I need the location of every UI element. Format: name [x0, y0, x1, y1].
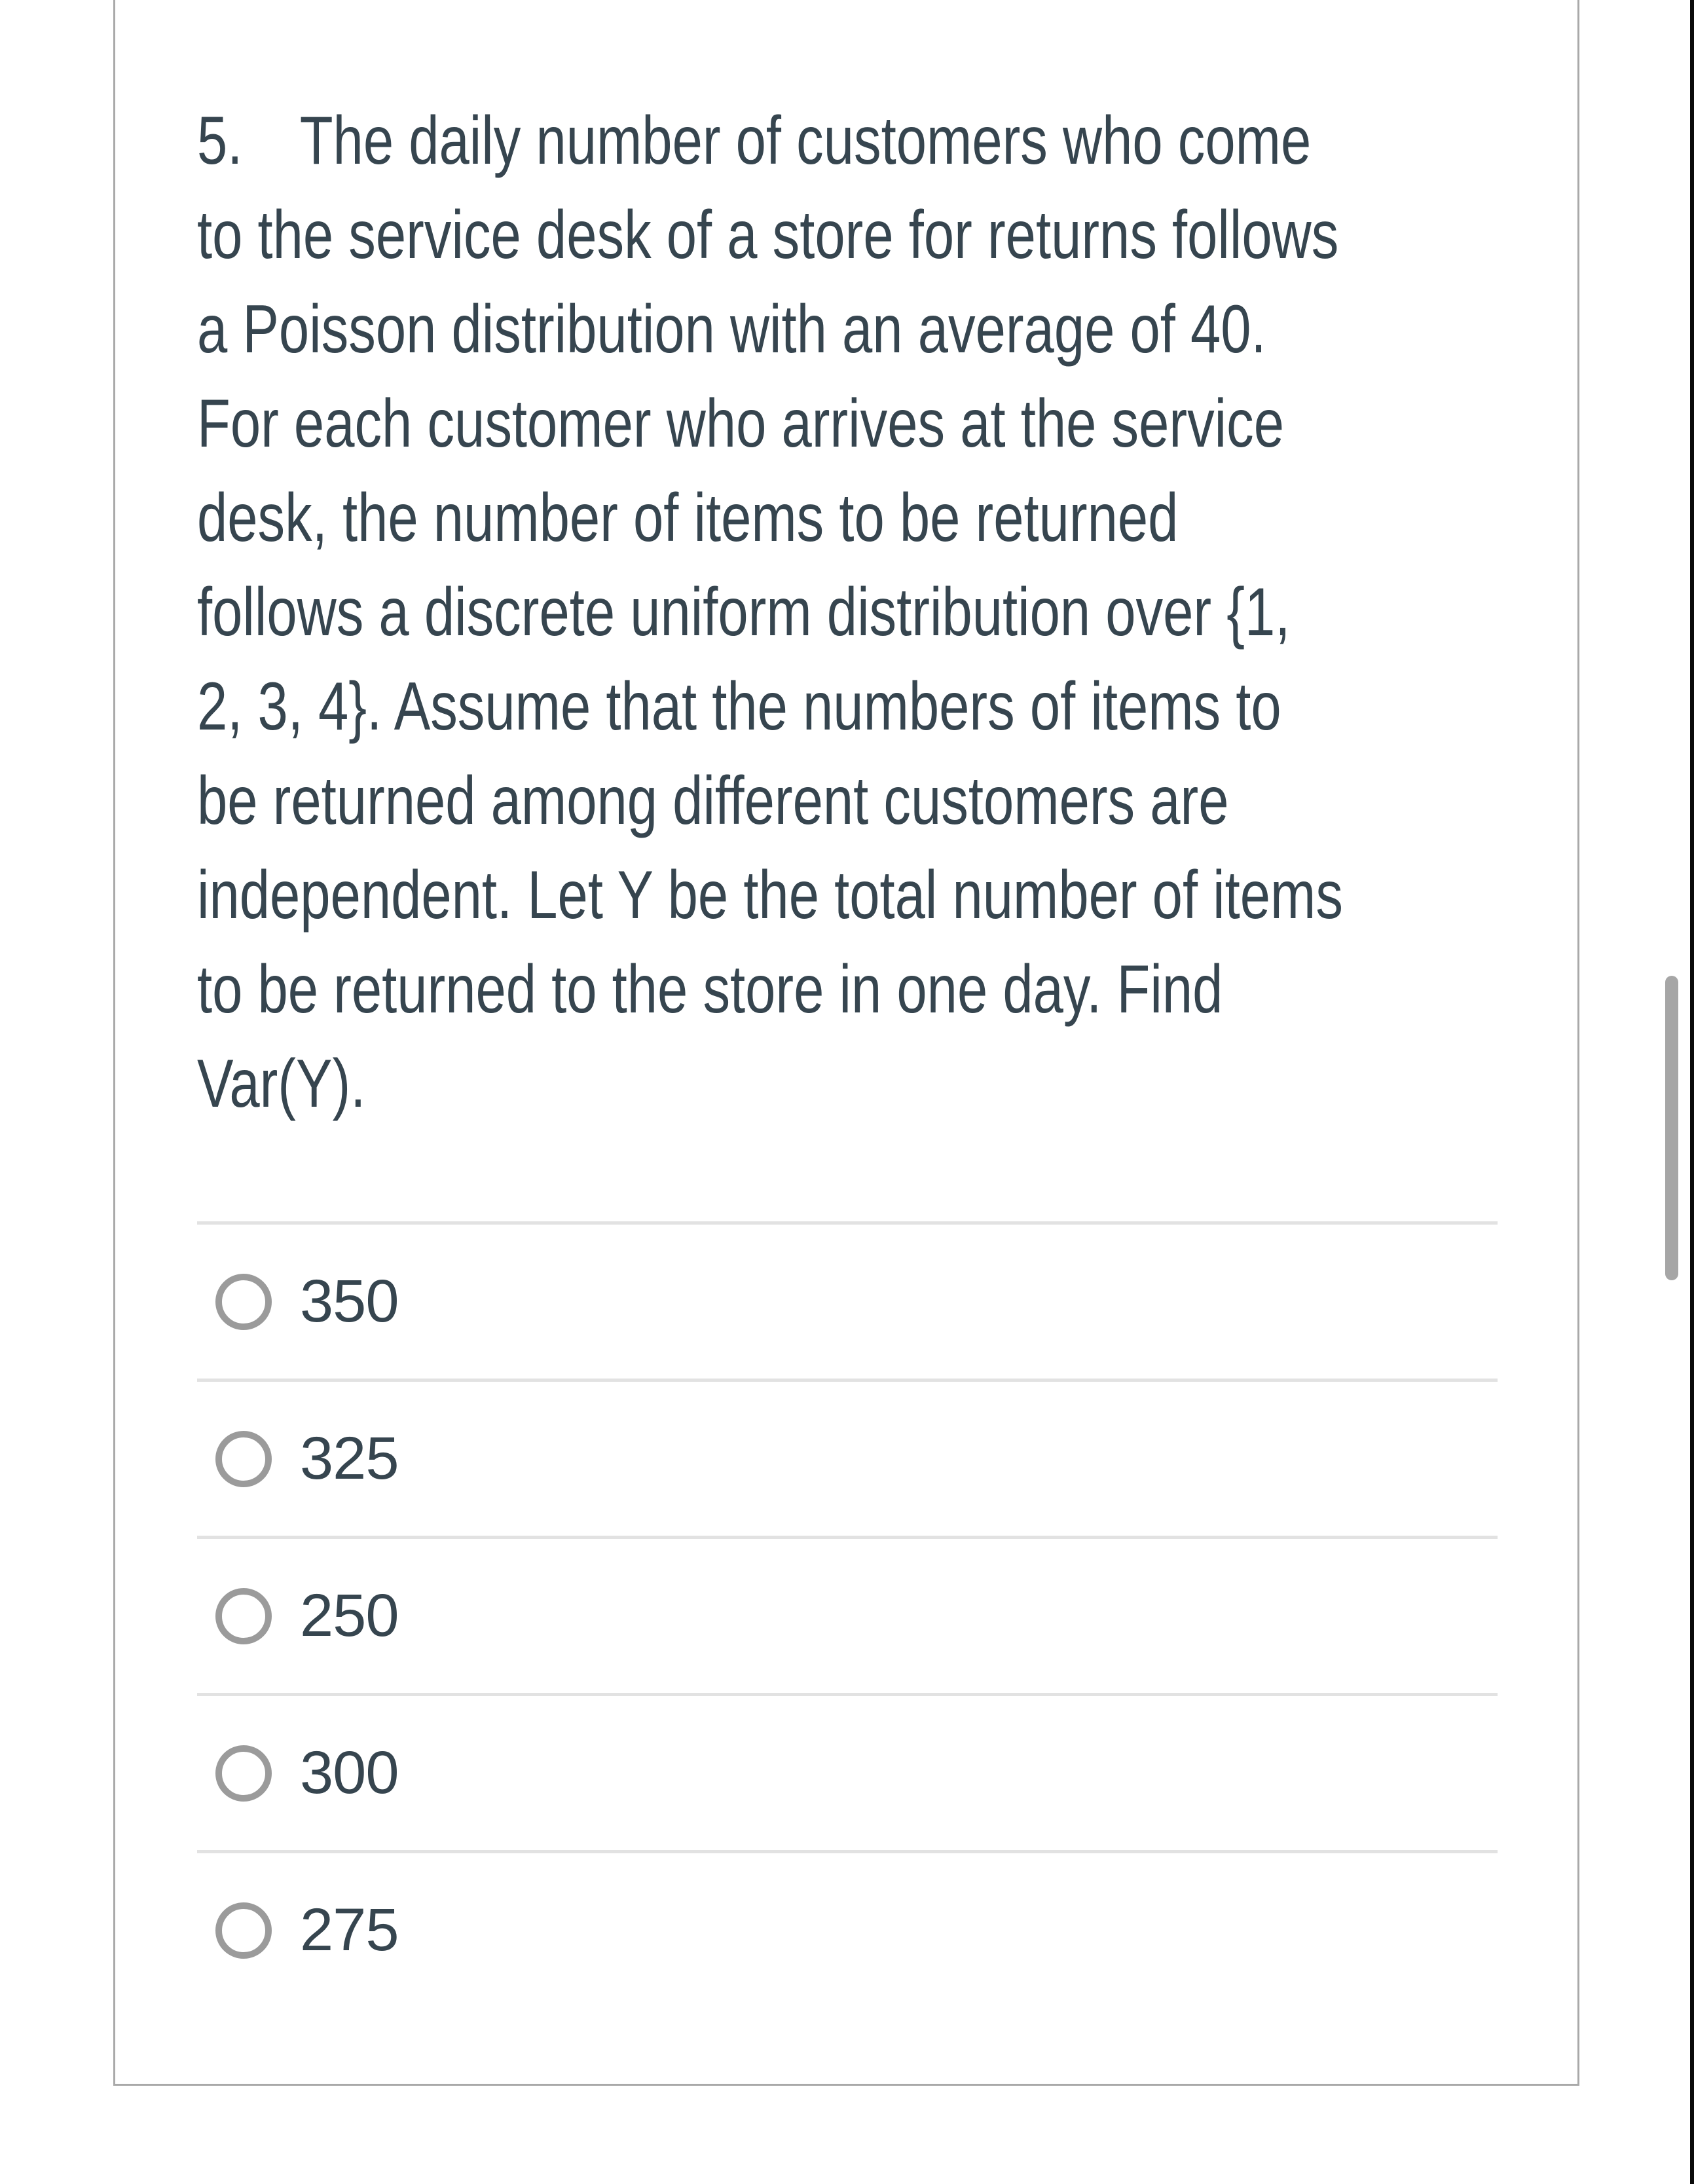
question-line: to the service desk of a store for retur…: [197, 197, 1339, 273]
option-label[interactable]: 350: [300, 1268, 399, 1335]
answer-option-325[interactable]: 325: [197, 1379, 1498, 1536]
option-label[interactable]: 250: [300, 1582, 399, 1649]
question-number: 5.: [197, 103, 243, 179]
radio-button-icon[interactable]: [215, 1430, 272, 1487]
question-line: be returned among different customers ar…: [197, 763, 1229, 839]
question-text: 5. The daily number of customers who come…: [197, 0, 1343, 1131]
question-line: 2, 3, 4}. Assume that the numbers of ite…: [197, 669, 1281, 745]
question-line: Var(Y).: [197, 1046, 366, 1122]
option-label[interactable]: 300: [300, 1739, 399, 1806]
radio-button-icon[interactable]: [215, 1745, 272, 1802]
question-line: to be returned to the store in one day. …: [197, 952, 1223, 1027]
screen-edge-strip: [1690, 0, 1694, 2184]
answer-option-250[interactable]: 250: [197, 1536, 1498, 1693]
option-label[interactable]: 325: [300, 1425, 399, 1492]
radio-button-icon[interactable]: [215, 1587, 272, 1644]
answer-option-300[interactable]: 300: [197, 1693, 1498, 1850]
radio-button-icon[interactable]: [215, 1902, 272, 1959]
question-line-text: The daily number of customers who come: [299, 103, 1312, 179]
scrollbar-thumb[interactable]: [1665, 976, 1678, 1280]
question-line: a Poisson distribution with an average o…: [197, 291, 1266, 367]
question-card: 5. The daily number of customers who come…: [113, 0, 1579, 2086]
answer-option-350[interactable]: 350: [197, 1221, 1498, 1379]
question-line: For each customer who arrives at the ser…: [197, 386, 1285, 462]
question-line: follows a discrete uniform distribution …: [197, 574, 1291, 650]
question-line: independent. Let Y be the total number o…: [197, 857, 1343, 933]
answer-option-275[interactable]: 275: [197, 1850, 1498, 2007]
question-line: desk, the number of items to be returned: [197, 480, 1179, 556]
option-label[interactable]: 275: [300, 1897, 399, 1963]
question-line: 5. The daily number of customers who come: [197, 94, 1311, 188]
answer-options: 350 325 250 300 275: [197, 1221, 1498, 2007]
radio-button-icon[interactable]: [215, 1273, 272, 1330]
